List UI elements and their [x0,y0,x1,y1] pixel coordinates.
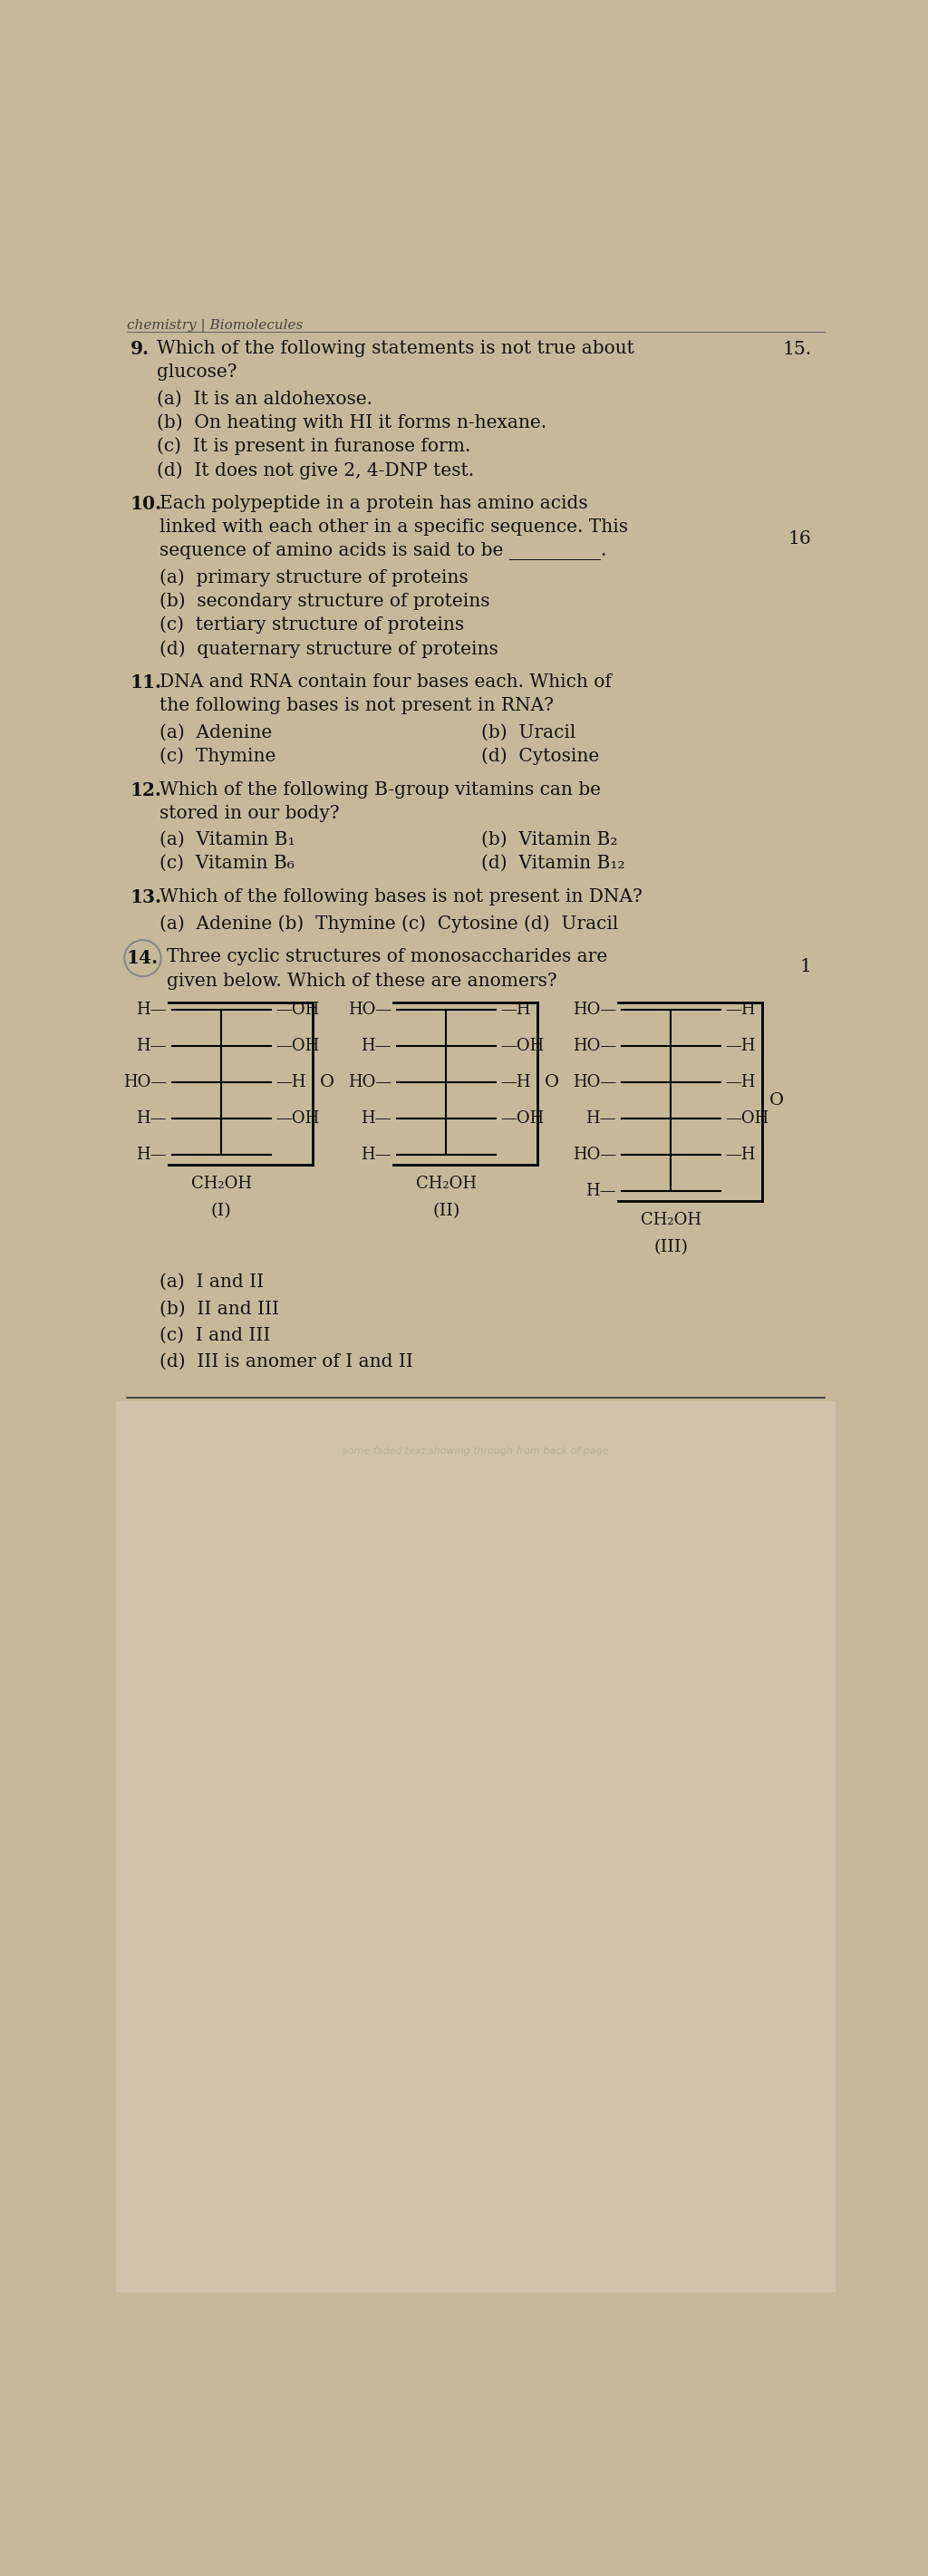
Text: 15.: 15. [782,340,811,358]
Text: CH₂OH: CH₂OH [640,1213,702,1229]
Text: —H: —H [501,1002,531,1018]
Text: 9.: 9. [130,340,149,358]
Text: HO—: HO— [573,1002,616,1018]
Text: Which of the following B-group vitamins can be: Which of the following B-group vitamins … [160,781,601,799]
Text: H—: H— [361,1110,392,1126]
Text: —H: —H [726,1002,756,1018]
Text: —OH: —OH [277,1038,320,1054]
Text: H—: H— [136,1110,166,1126]
Text: 12.: 12. [130,781,161,799]
Text: HO—: HO— [573,1146,616,1164]
Text: Which of the following bases is not present in DNA?: Which of the following bases is not pres… [160,889,642,907]
Text: —OH: —OH [501,1038,545,1054]
Text: 11.: 11. [130,672,161,690]
Text: CH₂OH: CH₂OH [416,1177,476,1193]
Text: given below. Which of these are anomers?: given below. Which of these are anomers? [166,971,557,989]
Text: —H: —H [726,1038,756,1054]
Text: —H: —H [501,1074,531,1090]
Text: (d)  It does not give 2, 4-DNP test.: (d) It does not give 2, 4-DNP test. [157,461,474,479]
Text: O: O [319,1074,334,1090]
Text: (a)  I and II: (a) I and II [160,1273,264,1291]
Text: sequence of amino acids is said to be __________.: sequence of amino acids is said to be __… [160,541,607,562]
Text: (d)  III is anomer of I and II: (d) III is anomer of I and II [160,1352,413,1370]
Text: (c)  It is present in furanose form.: (c) It is present in furanose form. [157,438,470,456]
Text: (II): (II) [432,1203,460,1218]
Text: (b)  II and III: (b) II and III [160,1301,279,1316]
Text: some faded text showing through from back of page: some faded text showing through from bac… [342,1448,609,1455]
Text: glucose?: glucose? [157,363,237,381]
Text: H—: H— [586,1110,616,1126]
Text: 10.: 10. [130,495,161,513]
Text: (d)  quaternary structure of proteins: (d) quaternary structure of proteins [160,639,498,657]
Text: HO—: HO— [573,1074,616,1090]
Text: (c)  tertiary structure of proteins: (c) tertiary structure of proteins [160,616,464,634]
Text: CH₂OH: CH₂OH [191,1177,251,1193]
Text: Each polypeptide in a protein has amino acids: Each polypeptide in a protein has amino … [160,495,587,513]
Text: (a)  primary structure of proteins: (a) primary structure of proteins [160,569,469,587]
Text: (a)  Adenine (b)  Thymine (c)  Cytosine (d)  Uracil: (a) Adenine (b) Thymine (c) Cytosine (d)… [160,914,618,933]
Text: (d)  Cytosine: (d) Cytosine [482,747,599,765]
Text: —H: —H [726,1074,756,1090]
Text: Which of the following statements is not true about: Which of the following statements is not… [157,340,634,358]
Text: HO—: HO— [573,1038,616,1054]
Text: —OH: —OH [501,1110,545,1126]
Text: the following bases is not present in RNA?: the following bases is not present in RN… [160,698,554,714]
Text: —OH: —OH [277,1002,320,1018]
Text: 1: 1 [800,958,811,976]
Text: HO—: HO— [122,1074,166,1090]
Text: H—: H— [361,1038,392,1054]
Text: H—: H— [136,1146,166,1164]
Text: (a)  Vitamin B₁: (a) Vitamin B₁ [160,832,295,848]
Text: (III): (III) [653,1239,688,1255]
Text: —H: —H [277,1074,306,1090]
Text: chemistry | Biomolecules: chemistry | Biomolecules [126,319,303,332]
Text: (b)  Uracil: (b) Uracil [482,724,575,742]
Text: H—: H— [136,1002,166,1018]
Text: (c)  I and III: (c) I and III [160,1327,270,1345]
Text: (d)  Vitamin B₁₂: (d) Vitamin B₁₂ [482,855,625,873]
Text: 13.: 13. [130,889,161,907]
Text: (I): (I) [211,1203,232,1218]
Text: (b)  Vitamin B₂: (b) Vitamin B₂ [482,832,617,848]
Bar [116,1401,835,2293]
Text: (b)  secondary structure of proteins: (b) secondary structure of proteins [160,592,490,611]
Text: DNA and RNA contain four bases each. Which of: DNA and RNA contain four bases each. Whi… [160,672,612,690]
Text: O: O [769,1092,784,1108]
Text: H—: H— [136,1038,166,1054]
Text: 16: 16 [788,531,811,549]
Text: —OH: —OH [277,1110,320,1126]
Text: —H: —H [726,1146,756,1164]
Text: H—: H— [586,1182,616,1200]
Text: O: O [545,1074,559,1090]
Text: 14.: 14. [127,948,159,966]
Text: (c)  Thymine: (c) Thymine [160,747,276,765]
Text: HO—: HO— [348,1002,392,1018]
Text: (a)  It is an aldohexose.: (a) It is an aldohexose. [157,389,372,407]
Text: H—: H— [361,1146,392,1164]
Text: (c)  Vitamin B₆: (c) Vitamin B₆ [160,855,294,873]
Text: HO—: HO— [348,1074,392,1090]
Text: —OH: —OH [726,1110,769,1126]
Text: (b)  On heating with HI it forms n-hexane.: (b) On heating with HI it forms n-hexane… [157,415,547,433]
Text: Three cyclic structures of monosaccharides are: Three cyclic structures of monosaccharid… [166,948,607,966]
Text: linked with each other in a specific sequence. This: linked with each other in a specific seq… [160,518,628,536]
Text: stored in our body?: stored in our body? [160,804,340,822]
Text: (a)  Adenine: (a) Adenine [160,724,272,742]
